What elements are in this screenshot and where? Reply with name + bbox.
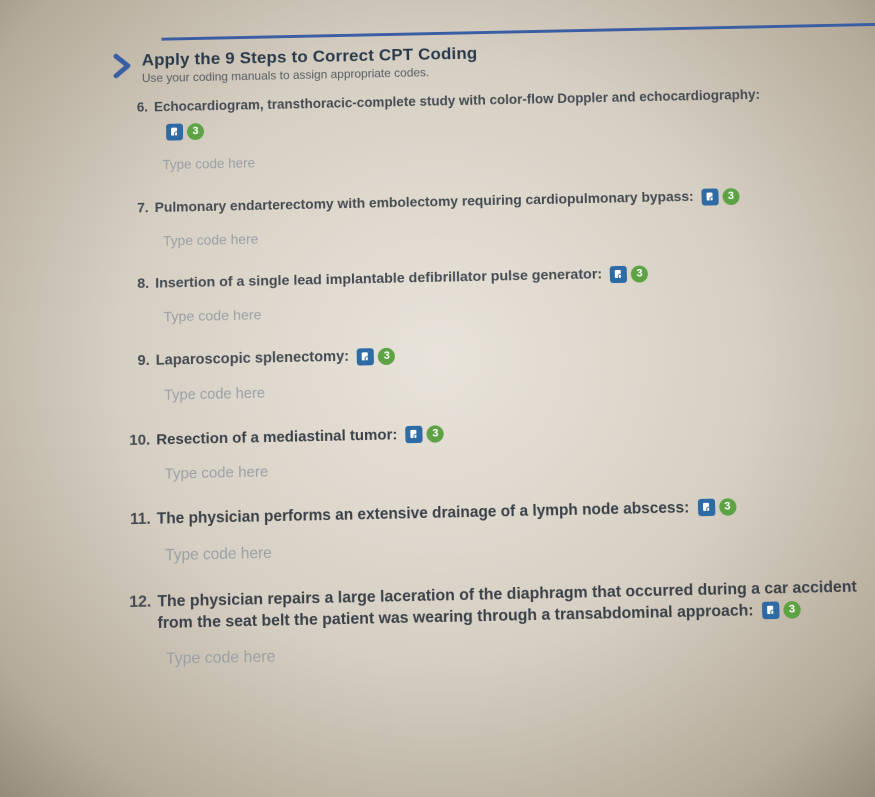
question-item: 6. Echocardiogram, transthoracic-complet… [126, 84, 852, 173]
worksheet-page: Apply the 9 Steps to Correct CPT Coding … [94, 6, 875, 797]
question-number: 12. [129, 591, 151, 613]
badge-group: 3 [697, 499, 736, 517]
question-text: Pulmonary endarterectomy with embolectom… [155, 186, 740, 217]
count-badge[interactable]: 3 [427, 426, 444, 444]
badge-group: 3 [701, 188, 739, 206]
count-badge[interactable]: 3 [783, 601, 801, 619]
count-badge[interactable]: 3 [631, 265, 648, 282]
badge-group: 3 [357, 348, 395, 366]
badge-group: 3 [762, 601, 801, 619]
badge-group: 3 [405, 426, 444, 444]
document-icon[interactable] [166, 124, 183, 141]
question-item: 8. Insertion of a single lead implantabl… [127, 260, 858, 326]
code-input-placeholder[interactable]: Type code here [164, 373, 861, 404]
code-input-placeholder[interactable]: Type code here [163, 218, 855, 248]
question-text: The physician repairs a large laceration… [157, 576, 869, 634]
question-line: 12. The physician repairs a large lacera… [129, 576, 869, 635]
question-item: 9. Laparoscopic splenectomy: 3 Type code… [128, 337, 861, 404]
question-item: 11. The physician performs an extensive … [128, 494, 866, 564]
question-line: 11. The physician performs an extensive … [128, 494, 865, 530]
document-icon[interactable] [405, 426, 422, 444]
document-icon[interactable] [697, 499, 715, 517]
question-text: Laparoscopic splenectomy: 3 [156, 347, 396, 372]
question-line: 10. Resection of a mediastinal tumor: 3 [128, 415, 862, 451]
badge-row: 3 [162, 110, 851, 142]
badge-group: 3 [610, 265, 649, 283]
code-input-placeholder[interactable]: Type code here [163, 295, 857, 325]
question-number: 7. [127, 199, 149, 218]
document-icon[interactable] [701, 188, 718, 205]
code-input-placeholder[interactable]: Type code here [165, 452, 864, 483]
question-item: 10. Resection of a mediastinal tumor: 3 … [128, 415, 864, 483]
question-text: Resection of a mediastinal tumor: 3 [156, 424, 444, 450]
code-input-placeholder[interactable]: Type code here [162, 143, 852, 172]
count-badge[interactable]: 3 [719, 499, 737, 517]
heading-block: Apply the 9 Steps to Correct CPT Coding … [142, 36, 849, 85]
heading-row: Apply the 9 Steps to Correct CPT Coding … [112, 36, 849, 85]
count-badge[interactable]: 3 [378, 348, 395, 365]
code-input-placeholder[interactable]: Type code here [165, 532, 866, 564]
question-text: Echocardiogram, transthoracic-complete s… [154, 86, 760, 116]
document-icon[interactable] [357, 348, 374, 365]
question-text: Insertion of a single lead implantable d… [155, 264, 648, 293]
question-number: 10. [128, 430, 150, 451]
count-badge[interactable]: 3 [722, 188, 739, 205]
question-number: 8. [127, 275, 149, 295]
question-text: The physician performs an extensive drai… [157, 497, 737, 530]
code-input-placeholder[interactable]: Type code here [166, 635, 871, 668]
question-item: 7. Pulmonary endarterectomy with embolec… [127, 184, 855, 250]
document-icon[interactable] [610, 266, 627, 283]
document-icon[interactable] [762, 601, 780, 619]
question-list: 6. Echocardiogram, transthoracic-complet… [126, 84, 870, 669]
question-number: 6. [126, 99, 148, 117]
badge-group: 3 [166, 124, 204, 142]
question-line: 7. Pulmonary endarterectomy with embolec… [127, 184, 854, 218]
question-line: 8. Insertion of a single lead implantabl… [127, 260, 856, 294]
question-number: 11. [128, 509, 150, 530]
question-item: 12. The physician repairs a large lacera… [129, 576, 871, 670]
chevron-icon [112, 53, 134, 79]
question-number: 9. [128, 352, 150, 372]
question-line: 9. Laparoscopic splenectomy: 3 [128, 337, 860, 372]
count-badge[interactable]: 3 [187, 124, 204, 141]
